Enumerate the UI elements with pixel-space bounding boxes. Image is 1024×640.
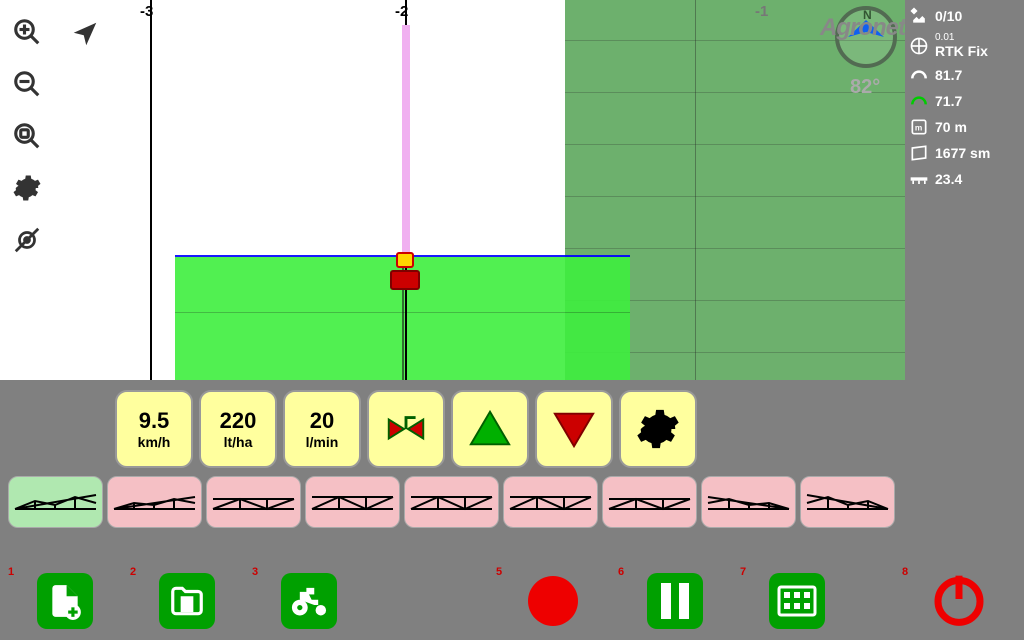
stat-distance-1: 81.7 — [909, 65, 1020, 85]
increase-button[interactable] — [451, 390, 529, 468]
left-toolbar — [10, 15, 50, 257]
zoom-in-button[interactable] — [10, 15, 44, 49]
status-panel: 0/10 0.01RTK Fix 81.7 71.7 m 70 m 1677 s… — [905, 0, 1024, 560]
map-canvas[interactable]: -3 -2 -1 N Agronetto 82° — [0, 0, 905, 380]
vehicle-marker — [390, 252, 420, 292]
watermark-logo: Agronetto — [820, 14, 905, 42]
valve-button[interactable] — [367, 390, 445, 468]
zoom-extents-button[interactable] — [10, 119, 44, 153]
track-number: -3 — [140, 3, 153, 20]
pause-button[interactable] — [647, 573, 703, 629]
gps-toggle-button[interactable] — [10, 223, 44, 257]
stat-implement-width: 23.4 — [909, 169, 1020, 189]
section-5[interactable] — [404, 476, 499, 528]
stat-distance-2: 71.7 — [909, 91, 1020, 111]
rtk-status: 0.01RTK Fix — [909, 32, 1020, 59]
tile-settings-button[interactable] — [619, 390, 697, 468]
vehicle-config-button[interactable] — [281, 573, 337, 629]
section-7[interactable] — [602, 476, 697, 528]
settings-button[interactable] — [10, 171, 44, 205]
track-number: -1 — [755, 3, 768, 20]
satellite-count: 0/10 — [909, 6, 1020, 26]
stat-width: m 70 m — [909, 117, 1020, 137]
boom-sections — [8, 476, 895, 528]
power-button[interactable] — [931, 571, 987, 632]
heading-readout: 82° — [850, 76, 880, 99]
section-3[interactable] — [206, 476, 301, 528]
speed-tile[interactable]: 9.5km/h — [115, 390, 193, 468]
section-1[interactable] — [8, 476, 103, 528]
new-job-button[interactable] — [37, 573, 93, 629]
track-number: -2 — [395, 3, 408, 20]
guidance-line — [150, 0, 152, 380]
decrease-button[interactable] — [535, 390, 613, 468]
record-button[interactable] — [525, 573, 581, 629]
heading-trail — [402, 25, 410, 260]
flow-tile[interactable]: 20l/min — [283, 390, 361, 468]
stat-area: 1677 sm — [909, 143, 1020, 163]
section-2[interactable] — [107, 476, 202, 528]
section-9[interactable] — [800, 476, 895, 528]
control-tiles: 9.5km/h 220lt/ha 20l/min — [115, 390, 697, 468]
section-8[interactable] — [701, 476, 796, 528]
field-button[interactable] — [769, 573, 825, 629]
rate-tile[interactable]: 220lt/ha — [199, 390, 277, 468]
section-6[interactable] — [503, 476, 598, 528]
section-4[interactable] — [305, 476, 400, 528]
zoom-out-button[interactable] — [10, 67, 44, 101]
recenter-button[interactable] — [68, 17, 102, 51]
svg-text:m: m — [915, 122, 922, 132]
open-job-button[interactable] — [159, 573, 215, 629]
bottom-toolbar: 1 2 3 5 6 7 8 — [0, 562, 1024, 640]
